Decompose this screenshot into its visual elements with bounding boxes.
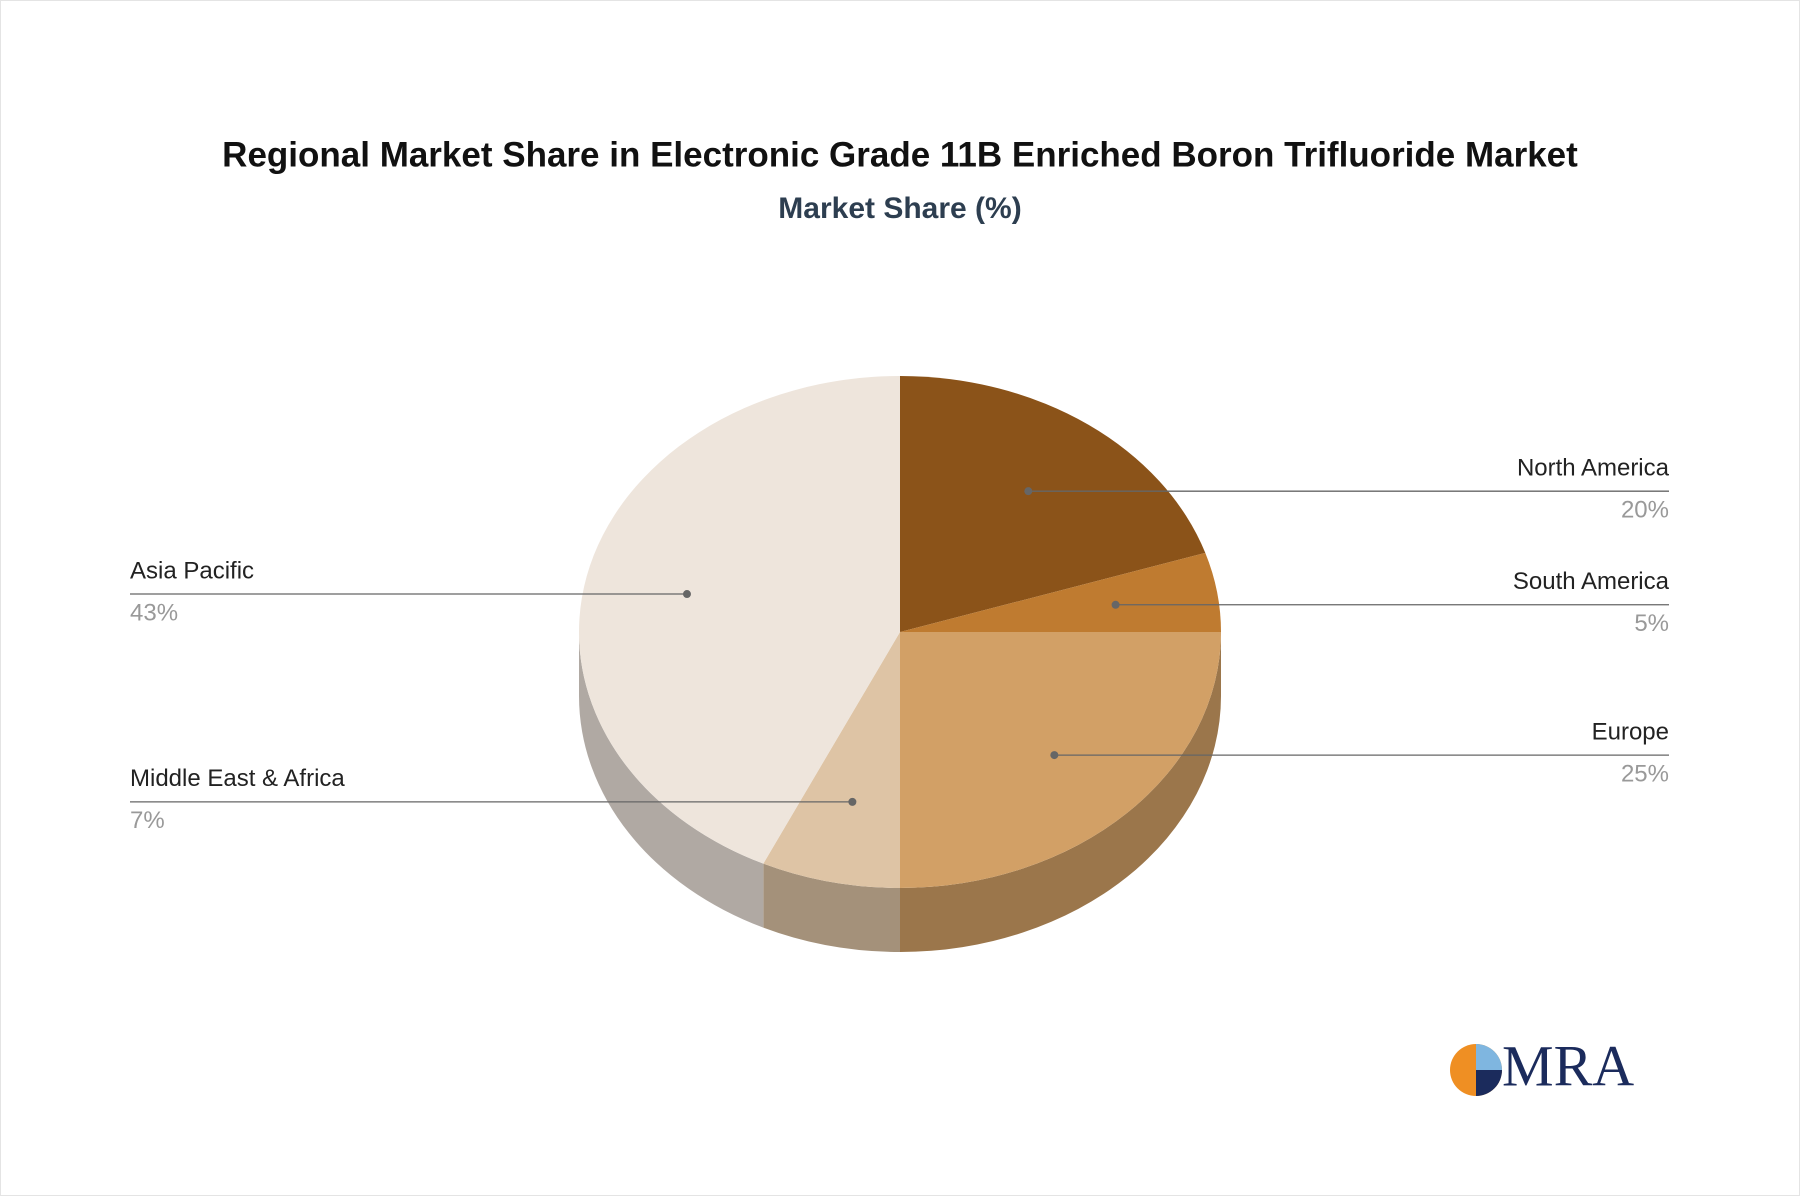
slice — [763, 632, 900, 888]
legend-label: North America — [1517, 455, 1670, 482]
slice — [579, 376, 900, 864]
chart-title: Regional Market Share in Electronic Grad… — [222, 135, 1578, 174]
value-label: 43% — [130, 599, 178, 626]
legend-label: Middle East & Africa — [130, 765, 345, 792]
slice — [900, 376, 1206, 632]
legend-label: South America — [1513, 568, 1670, 595]
value-label: 25% — [1621, 760, 1669, 787]
leader-dot — [1111, 600, 1120, 609]
logo: MRA — [1450, 1033, 1634, 1098]
slice — [900, 632, 1221, 888]
leader-dot — [1024, 487, 1033, 496]
value-label: 20% — [1621, 497, 1669, 524]
logo-icon-part — [1476, 1070, 1502, 1096]
legend-label: Asia Pacific — [130, 557, 254, 584]
slice-side — [763, 863, 900, 952]
value-label: 7% — [130, 807, 165, 834]
value-label: 5% — [1634, 610, 1669, 637]
slice-side — [900, 632, 1221, 952]
leader-dot — [682, 590, 691, 599]
logo-icon-part — [1476, 1044, 1502, 1070]
legend-label: Europe — [1592, 718, 1669, 745]
chart-subtitle: Market Share (%) — [778, 192, 1021, 225]
leader-dot — [848, 797, 857, 806]
slice-side — [579, 632, 764, 928]
slice — [900, 552, 1221, 632]
leader-dot — [1050, 751, 1059, 760]
logo-text: MRA — [1502, 1033, 1634, 1098]
